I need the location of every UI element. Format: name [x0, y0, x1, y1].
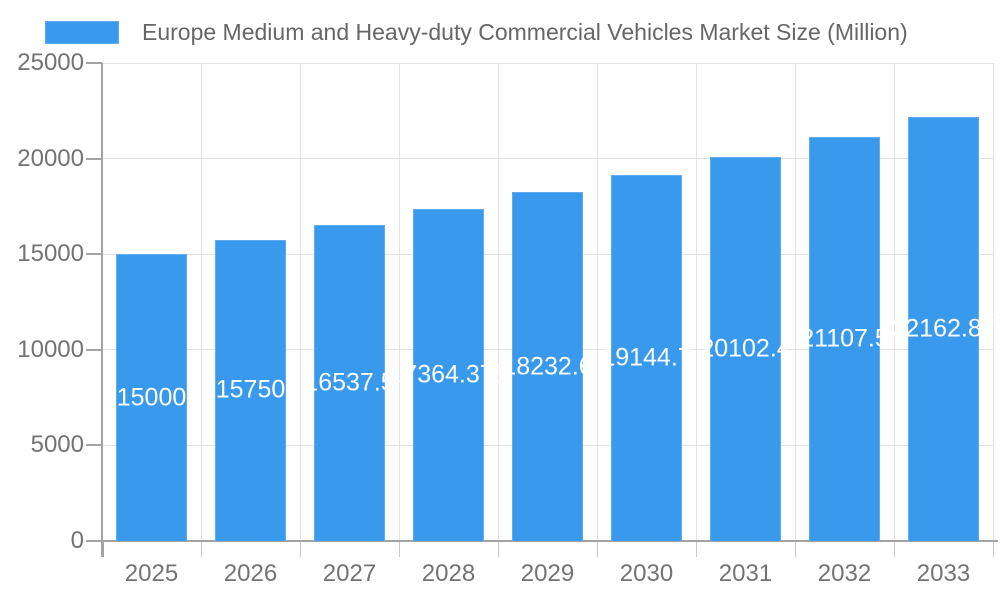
y-axis-tick-mark	[86, 157, 102, 160]
y-axis-tick-mark	[86, 62, 102, 64]
chart-title: Europe Medium and Heavy-duty Commercial …	[142, 19, 908, 45]
x-axis-tick-mark	[893, 541, 895, 557]
vertical-gridline	[200, 63, 202, 541]
x-axis-tick-mark	[794, 541, 796, 557]
y-axis-tick-mark	[86, 348, 102, 351]
y-axis-tick-mark	[86, 444, 102, 447]
x-axis-tick-mark	[695, 541, 697, 557]
x-tick-label: 2026	[223, 560, 278, 587]
vertical-gridline	[893, 63, 895, 541]
y-axis-line	[101, 63, 103, 557]
x-tick-label: 2032	[817, 560, 872, 587]
y-tick-label: 0	[70, 527, 84, 554]
vertical-gridline	[299, 63, 301, 541]
chart-legend[interactable]: Europe Medium and Heavy-duty Commercial …	[45, 19, 908, 46]
x-tick-label: 2027	[322, 560, 377, 587]
bar-2032[interactable]	[809, 137, 880, 541]
y-tick-label: 20000	[17, 144, 84, 172]
vertical-gridline	[992, 63, 994, 541]
bar-2025[interactable]	[116, 254, 187, 541]
x-axis-tick-mark	[398, 541, 400, 557]
x-axis-tick-mark	[299, 541, 301, 557]
horizontal-gridline	[102, 158, 993, 160]
x-axis-tick-mark	[200, 541, 202, 557]
x-axis-tick-mark	[992, 541, 994, 557]
vertical-gridline	[596, 63, 598, 541]
x-axis-tick-mark	[497, 541, 499, 557]
y-tick-label: 10000	[17, 335, 84, 363]
y-axis-tick-mark	[86, 253, 102, 256]
x-tick-label: 2031	[718, 560, 773, 587]
bar-2027[interactable]	[314, 224, 385, 541]
vertical-gridline	[794, 63, 796, 541]
x-axis-tick-mark	[596, 541, 598, 557]
vertical-gridline	[695, 63, 697, 541]
x-axis-line	[86, 540, 998, 542]
y-tick-label: 25000	[17, 49, 84, 76]
bar-2029[interactable]	[512, 192, 583, 541]
bar-2031[interactable]	[710, 156, 781, 541]
legend-swatch[interactable]	[45, 21, 119, 44]
x-tick-label: 2025	[124, 560, 179, 587]
x-tick-label: 2033	[916, 560, 971, 587]
vertical-gridline	[398, 63, 400, 541]
bar-2033[interactable]	[908, 117, 979, 541]
bar-2026[interactable]	[215, 239, 286, 541]
x-tick-label: 2030	[619, 560, 674, 587]
x-tick-label: 2028	[421, 560, 476, 587]
bar-2030[interactable]	[611, 174, 682, 541]
vertical-gridline	[497, 63, 499, 541]
x-tick-label: 2029	[520, 560, 575, 587]
horizontal-gridline	[102, 62, 993, 64]
y-tick-label: 15000	[17, 240, 84, 268]
y-tick-label: 5000	[30, 431, 84, 459]
bar-2028[interactable]	[413, 208, 484, 541]
